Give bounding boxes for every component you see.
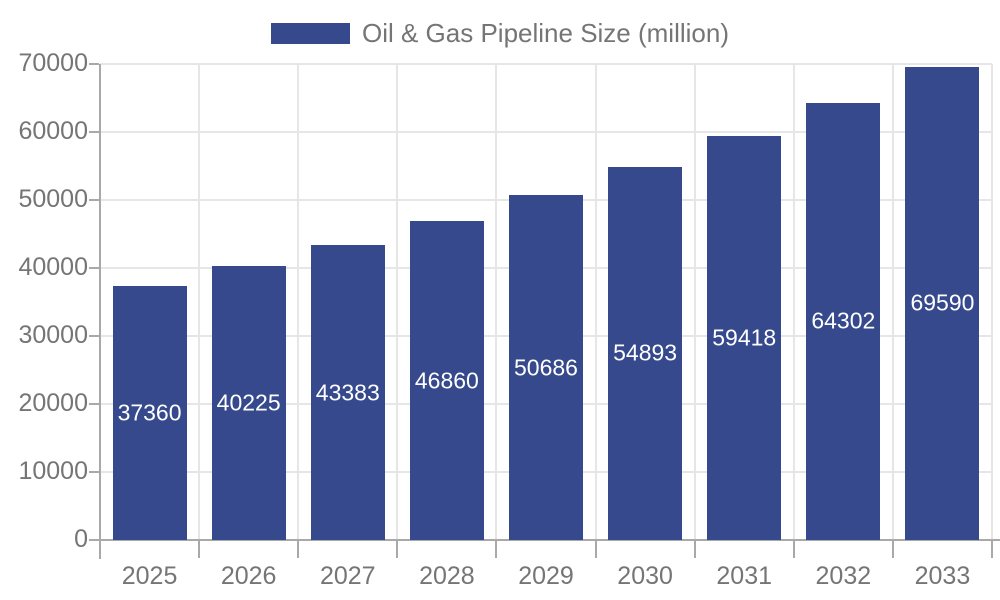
v-gridline (297, 64, 300, 540)
y-tick-label: 50000 (18, 185, 88, 213)
x-tick-label: 2027 (319, 562, 376, 590)
y-tick-label: 70000 (18, 49, 88, 77)
bar-value-label: 54893 (613, 339, 678, 366)
bar-2025: 37360 (112, 285, 187, 540)
x-axis-line (99, 539, 1000, 541)
x-tick-label: 2028 (419, 562, 475, 590)
x-tick (792, 541, 795, 558)
v-gridline (891, 64, 894, 540)
bar-2029: 50686 (509, 195, 583, 540)
y-tick (89, 539, 99, 541)
y-tick (89, 267, 99, 269)
plot-area: 37360 40225 43383 46860 50686 54893 59418 64302… (100, 64, 992, 540)
y-tick-label: 40000 (18, 253, 88, 281)
y-axis-line (99, 64, 101, 559)
bar-value-label: 64302 (811, 307, 876, 334)
y-tick (89, 63, 99, 65)
v-gridline (198, 64, 201, 540)
x-tick (693, 541, 696, 558)
v-gridline (792, 64, 795, 540)
x-tick (891, 541, 894, 558)
bar-value-label: 46860 (414, 367, 479, 394)
bar-2030: 54893 (608, 166, 683, 540)
x-tick-label: 2030 (617, 562, 673, 590)
v-gridline (693, 64, 696, 540)
bar-value-label: 43383 (315, 379, 380, 405)
h-gridline (100, 63, 992, 65)
bar-2033: 69590 (905, 66, 980, 540)
x-tick-label: 2033 (914, 562, 971, 590)
v-gridline (594, 64, 597, 540)
legend-swatch (270, 23, 350, 44)
bar-value-label: 40225 (216, 389, 281, 416)
y-tick-label: 0 (74, 525, 88, 553)
bar-2032: 64302 (806, 102, 881, 540)
y-tick (89, 403, 99, 405)
bar-2031: 59418 (707, 135, 782, 540)
legend: Oil & Gas Pipeline Size (million) (0, 18, 1000, 49)
y-tick (89, 471, 99, 473)
y-tick-label: 20000 (18, 389, 88, 417)
legend-label: Oil & Gas Pipeline Size (million) (361, 18, 729, 48)
y-tick (89, 335, 99, 337)
bar-2026: 40225 (211, 266, 286, 540)
bar-value-label: 69590 (910, 289, 975, 316)
y-tick-label: 10000 (18, 457, 88, 485)
x-tick-label: 2032 (815, 562, 872, 590)
v-gridline (991, 64, 993, 540)
bar-value-label: 50686 (514, 354, 578, 381)
v-gridline (396, 64, 399, 540)
bar-value-label: 59418 (712, 324, 777, 351)
y-tick (89, 199, 99, 201)
x-tick (396, 541, 399, 558)
x-tick-label: 2031 (716, 562, 773, 590)
v-gridline (495, 64, 498, 540)
x-tick-label: 2025 (121, 562, 178, 590)
x-tick (198, 541, 201, 558)
x-tick (495, 541, 498, 558)
y-tick-label: 30000 (18, 321, 88, 349)
h-gridline (100, 131, 992, 133)
y-tick-label: 60000 (18, 117, 88, 145)
x-tick (991, 541, 993, 558)
x-tick (297, 541, 300, 558)
bar-value-label: 37360 (117, 399, 182, 426)
x-tick-label: 2026 (220, 562, 277, 590)
y-tick (89, 131, 99, 133)
x-tick-label: 2029 (518, 562, 574, 590)
bar-2028: 46860 (409, 221, 484, 540)
x-tick (594, 541, 597, 558)
bar-2027: 43383 (310, 245, 385, 540)
